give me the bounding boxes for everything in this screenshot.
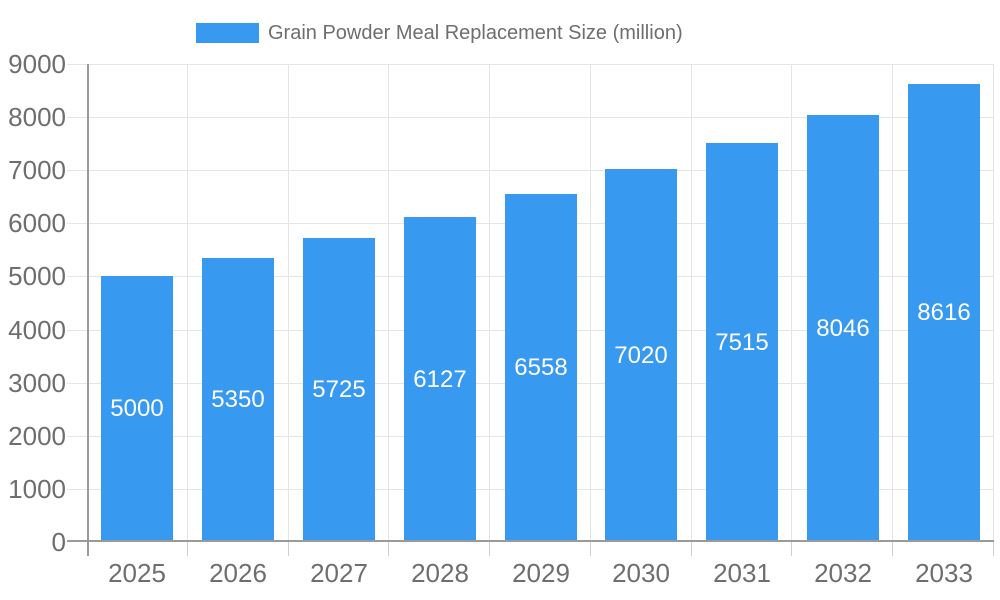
x-axis-tick [489,542,490,556]
gridline-vertical [892,64,893,542]
x-axis-tick [288,542,289,556]
legend-swatch [196,23,259,43]
x-axis-tick [388,542,389,556]
y-axis-tick-label: 0 [51,527,66,557]
bar: 5350 [202,258,274,542]
gridline-vertical [187,64,188,542]
gridline-vertical [489,64,490,542]
bar-value-label: 6558 [514,354,568,381]
bar-value-label: 6127 [413,366,467,393]
gridline-vertical [288,64,289,542]
gridline-vertical [388,64,389,542]
x-axis-tick [187,542,188,556]
x-axis-line [67,540,994,542]
bar: 7515 [706,143,778,542]
x-axis-tick [791,542,792,556]
bar-value-label: 8616 [917,299,971,326]
y-axis-tick-label: 2000 [8,421,66,451]
gridline-vertical [691,64,692,542]
y-axis-tick-label: 7000 [8,155,66,185]
y-axis-tick-label: 9000 [8,49,66,79]
x-axis-tick [892,542,893,556]
x-axis-tick-label: 2033 [915,558,973,588]
legend-label: Grain Powder Meal Replacement Size (mill… [268,21,683,44]
x-axis-tick-label: 2029 [512,558,570,588]
bar-value-label: 5000 [110,395,164,422]
legend: Grain Powder Meal Replacement Size (mill… [196,21,683,44]
gridline-vertical [993,64,994,542]
gridline-horizontal [67,117,994,118]
x-axis-tick [691,542,692,556]
bar-value-label: 7020 [614,342,668,369]
bar-value-label: 8046 [816,315,870,342]
y-axis-tick-label: 3000 [8,368,66,398]
x-axis-tick-label: 2032 [814,558,872,588]
plot-area: 5000 5350 5725 6127 6558 7020 7515 8046 8616 [67,64,994,556]
x-axis-tick-label: 2028 [411,558,469,588]
x-axis-tick-label: 2026 [209,558,267,588]
gridline-horizontal [67,64,994,65]
bar-value-label: 5350 [211,386,265,413]
x-axis-labels: 2025 2026 2027 2028 2029 2030 2031 2032 2033 [87,558,994,590]
x-axis-tick-label: 2030 [612,558,670,588]
y-axis-tick-label: 1000 [8,474,66,504]
gridline-vertical [590,64,591,542]
y-axis-tick-label: 4000 [8,315,66,345]
y-axis-tick-label: 8000 [8,102,66,132]
bar: 5000 [101,276,173,542]
x-axis-tick [590,542,591,556]
y-axis-labels: 0 1000 2000 3000 4000 5000 6000 7000 8000 9000 [0,49,66,557]
bar: 8616 [908,84,980,542]
gridline-horizontal [67,170,994,171]
x-axis-tick-label: 2031 [713,558,771,588]
y-axis-line [87,64,89,556]
y-axis-tick-label: 5000 [8,261,66,291]
x-axis-tick [993,542,994,556]
y-axis-tick-label: 6000 [8,208,66,238]
bar-value-label: 7515 [715,329,769,356]
bar: 6558 [505,194,577,542]
bar: 8046 [807,115,879,542]
bar-value-label: 5725 [312,376,366,403]
x-axis-tick-label: 2027 [310,558,368,588]
bar: 7020 [605,169,677,542]
gridline-vertical [791,64,792,542]
x-axis-tick-label: 2025 [108,558,166,588]
bar: 6127 [404,217,476,542]
bar: 5725 [303,238,375,542]
